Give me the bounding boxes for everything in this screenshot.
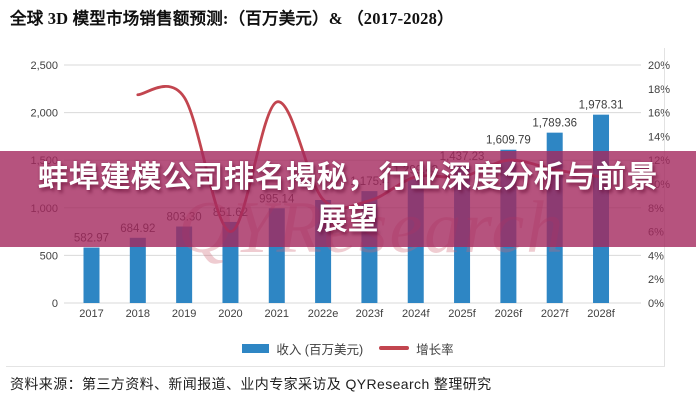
- x-axis-tick: 2020: [218, 308, 242, 320]
- x-axis-tick: 2021: [265, 308, 289, 320]
- left-axis-tick: 0: [52, 298, 58, 310]
- chart-title: 全球 3D 模型市场销售额预测:（百万美元）& （2017-2028）: [10, 9, 454, 28]
- bar-value-label: 1,609.79: [486, 135, 531, 147]
- revenue-bar-swatch-icon: [242, 343, 270, 353]
- legend-item-growth: 增长率: [379, 339, 454, 358]
- x-axis-tick: 2019: [172, 308, 196, 320]
- left-axis-tick: 2,500: [30, 60, 58, 72]
- x-axis-tick: 2026f: [495, 308, 523, 320]
- right-axis-tick: 4%: [648, 250, 664, 262]
- revenue-bar: [83, 247, 100, 303]
- x-axis-tick: 2025f: [448, 308, 476, 320]
- bar-value-label: 1,978.31: [579, 100, 624, 112]
- left-axis-tick: 500: [40, 250, 58, 262]
- bar-value-label: 1,789.36: [532, 118, 577, 130]
- left-axis-tick: 2,000: [30, 108, 58, 120]
- chart-frame-bottom-line: [6, 366, 665, 367]
- growth-line-swatch-icon: [379, 346, 410, 350]
- right-axis-tick: 18%: [648, 84, 670, 96]
- right-axis-tick: 14%: [648, 131, 670, 143]
- x-axis-tick: 2023f: [356, 308, 384, 320]
- banner-headline-line1: 蚌埠建模公司排名揭秘，行业深度分析与前景: [38, 161, 658, 194]
- overlay-banner: 蚌埠建模公司排名揭秘，行业深度分析与前景 展望: [0, 151, 696, 247]
- legend-label-revenue: 收入 (百万美元): [276, 342, 364, 357]
- legend-item-revenue: 收入 (百万美元): [242, 339, 363, 358]
- chart-legend: 收入 (百万美元) 增长率: [0, 339, 696, 357]
- x-axis-tick: 2024f: [402, 308, 430, 320]
- right-axis-tick: 16%: [648, 108, 670, 120]
- source-attribution: 资料来源：第三方资料、新闻报道、业内专家采访及 QYResearch 整理研究: [10, 376, 492, 392]
- x-axis-tick: 2018: [126, 308, 150, 320]
- revenue-bar: [129, 237, 146, 303]
- right-axis-tick: 2%: [648, 274, 664, 286]
- right-axis-tick: 20%: [648, 60, 670, 72]
- x-axis-tick: 2022e: [308, 308, 339, 320]
- x-axis-tick: 2028f: [587, 308, 615, 320]
- right-axis-tick: 0%: [648, 298, 664, 310]
- legend-label-growth: 增长率: [416, 342, 454, 357]
- x-axis-tick: 2027f: [541, 308, 569, 320]
- banner-headline-line2: 展望: [317, 203, 379, 236]
- x-axis-tick: 2017: [79, 308, 103, 320]
